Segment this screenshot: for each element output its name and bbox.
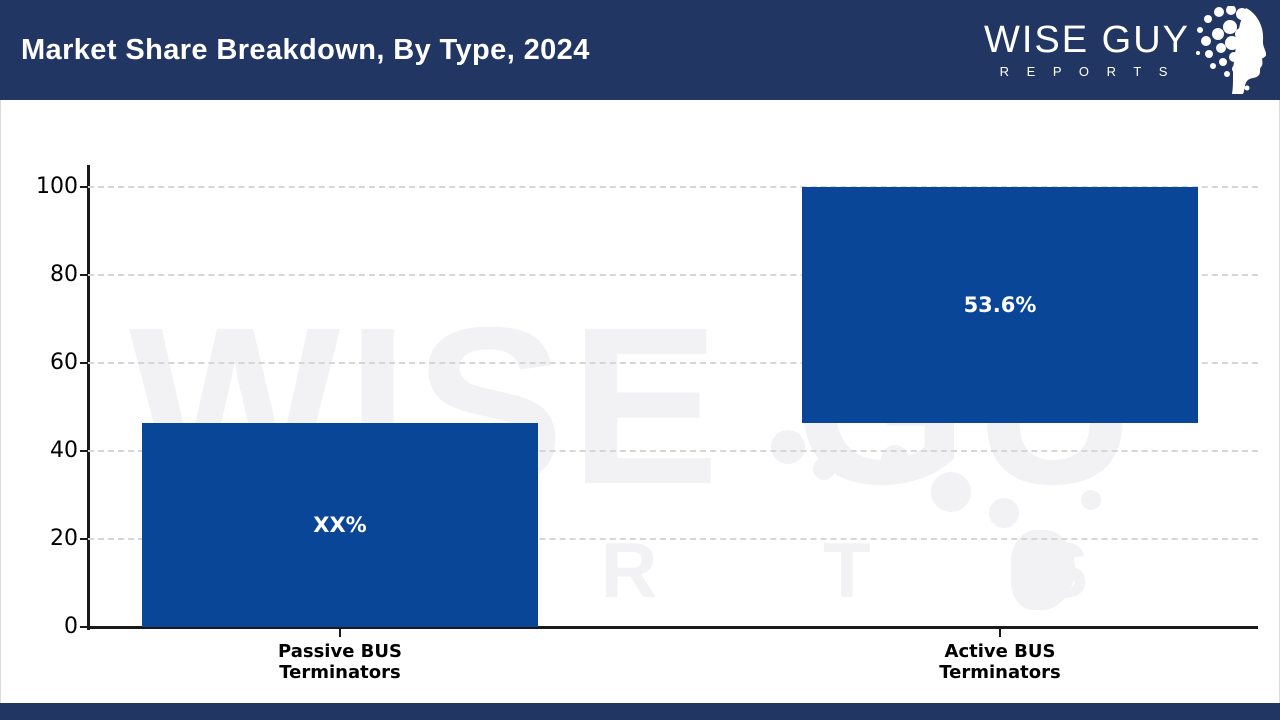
x-tick-1: [999, 629, 1001, 637]
logo-wordmark: WISE GUY: [983, 19, 1190, 62]
logo-face-icon: [1196, 6, 1266, 94]
bar-value-label: XX%: [313, 512, 367, 537]
y-tick-40: [80, 450, 88, 452]
watermark-dot: [931, 472, 971, 512]
watermark-dot: [881, 445, 909, 473]
x-tick-0: [339, 629, 341, 637]
logo-subtext: R E P O R T S: [999, 63, 1175, 79]
gridline-100: [88, 186, 1258, 188]
gridline-80: [88, 274, 1258, 276]
page-title: Market Share Breakdown, By Type, 2024: [21, 33, 590, 66]
gridline-60: [88, 362, 1258, 364]
header-bar: Market Share Breakdown, By Type, 2024 WI…: [0, 0, 1280, 100]
y-tick-label-0: 0: [64, 614, 78, 639]
y-tick-20: [80, 538, 88, 540]
watermark-dot: [1011, 530, 1075, 610]
wiseguy-logo: WISE GUY R E P O R T S: [984, 6, 1280, 94]
y-tick-80: [80, 274, 88, 276]
bar-value-label: 53.6%: [963, 292, 1037, 317]
y-tick-60: [80, 362, 88, 364]
y-tick-label-20: 20: [50, 526, 78, 551]
y-tick-label-60: 60: [50, 350, 78, 375]
watermark-dot: [1081, 490, 1101, 510]
x-axis-line: [87, 626, 1258, 629]
logo-text: WISE GUY R E P O R T S: [983, 19, 1190, 79]
watermark-subtext: R T S: [601, 526, 1161, 614]
y-tick-label-40: 40: [50, 438, 78, 463]
y-tick-label-100: 100: [36, 174, 78, 199]
y-axis-line: [87, 165, 90, 630]
y-tick-100: [80, 186, 88, 188]
bar-passive: XX%: [142, 422, 538, 627]
watermark-dot: [771, 430, 805, 464]
x-category-label: Passive BUS Terminators: [278, 641, 402, 683]
y-tick-0: [80, 626, 88, 628]
bar-active: 53.6%: [802, 187, 1198, 423]
y-tick-label-80: 80: [50, 262, 78, 287]
watermark-dot: [989, 498, 1019, 528]
watermark-dot: [813, 458, 835, 480]
x-category-label: Active BUS Terminators: [939, 641, 1061, 683]
gridline-20: [88, 538, 1258, 540]
gridline-40: [88, 450, 1258, 452]
footer-bar: [0, 703, 1280, 720]
